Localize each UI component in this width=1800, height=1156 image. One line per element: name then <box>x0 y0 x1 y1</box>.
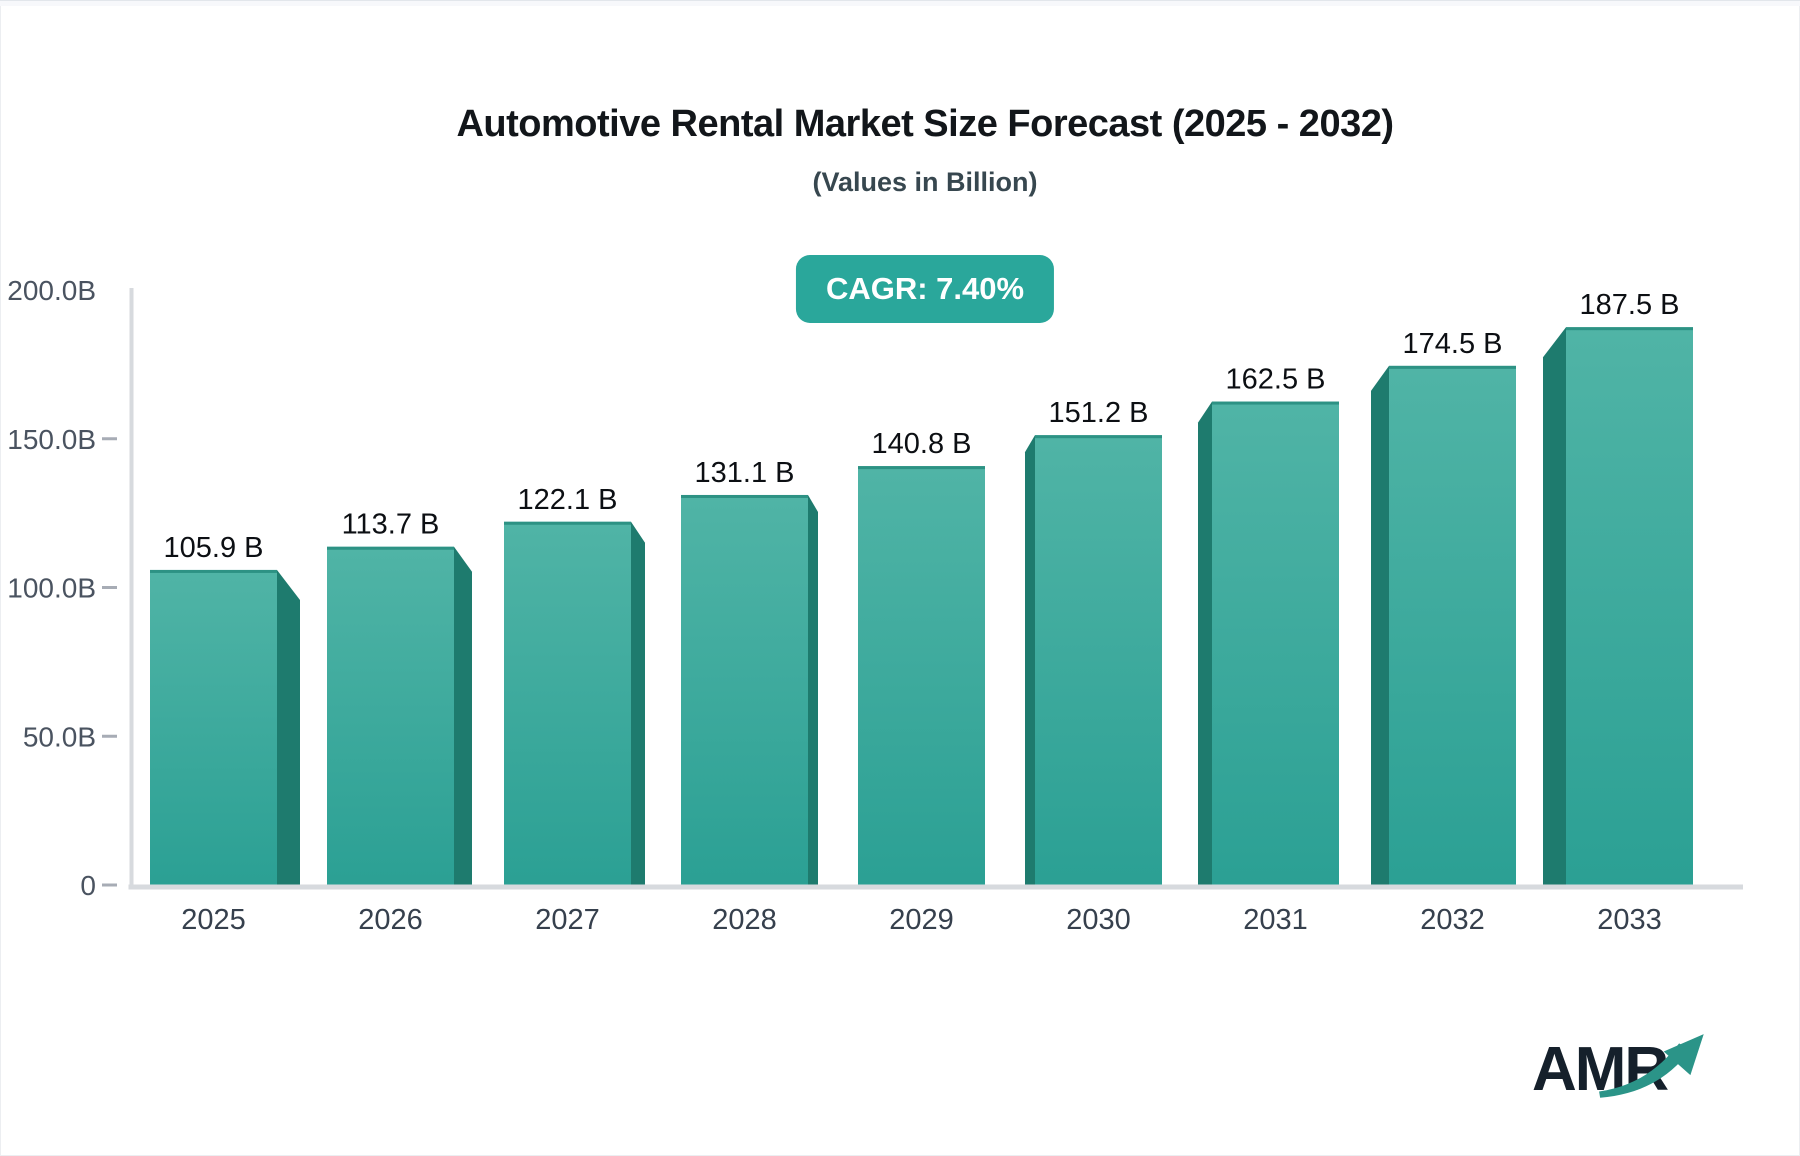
y-tick <box>102 883 117 887</box>
x-tick-label-2032: 2032 <box>1420 904 1485 936</box>
bar-top-edge-2026 <box>327 546 454 550</box>
bar-2027 <box>504 521 631 885</box>
bar-top-edge-2033 <box>1566 327 1693 331</box>
x-tick-label-2033: 2033 <box>1597 904 1662 936</box>
y-axis-line <box>129 288 134 889</box>
bar-2025 <box>150 569 277 885</box>
bar-top-edge-2025 <box>150 569 277 573</box>
x-tick-label-2025: 2025 <box>181 904 246 936</box>
cagr-badge-label: CAGR: 7.40% <box>825 271 1025 306</box>
top-border <box>0 0 1800 6</box>
bar-2033 <box>1566 327 1693 885</box>
amr-logo: AMR <box>1530 1030 1730 1120</box>
bar-2032 <box>1389 365 1516 885</box>
bar-top-edge-2027 <box>504 521 631 525</box>
bar-side-2032 <box>1371 365 1389 885</box>
bar-top-edge-2032 <box>1389 365 1516 369</box>
x-tick-label-2030: 2030 <box>1066 904 1131 936</box>
y-tick <box>102 586 117 589</box>
bar-2026 <box>327 546 454 885</box>
bar-2030 <box>1035 435 1162 885</box>
x-tick-label-2026: 2026 <box>358 904 423 936</box>
bar-value-label-2025: 105.9 B <box>164 532 264 564</box>
x-tick-label-2028: 2028 <box>712 904 777 936</box>
bar-value-label-2033: 187.5 B <box>1580 289 1680 321</box>
bar-side-2031 <box>1198 401 1212 885</box>
bar-value-label-2029: 140.8 B <box>872 428 972 460</box>
bar-top-edge-2029 <box>858 466 985 470</box>
y-tick-label: 0 <box>80 870 96 901</box>
bar-side-2030 <box>1025 435 1035 885</box>
bar-side-2028 <box>808 494 818 885</box>
bar-top-edge-2028 <box>681 494 808 498</box>
x-tick-label-2031: 2031 <box>1243 904 1308 936</box>
bar-top-edge-2031 <box>1212 401 1339 405</box>
bar-side-2025 <box>277 569 300 885</box>
bar-value-label-2030: 151.2 B <box>1049 397 1149 429</box>
chart-title: Automotive Rental Market Size Forecast (… <box>456 103 1394 145</box>
logo-arrow-icon <box>1599 1034 1704 1098</box>
bar-2031 <box>1212 401 1339 885</box>
y-tick-label: 200.0B <box>7 275 96 306</box>
bar-top-edge-2030 <box>1035 435 1162 439</box>
chart-subtitle: (Values in Billion) <box>812 167 1038 197</box>
y-tick-label: 150.0B <box>7 424 96 455</box>
bar-value-label-2031: 162.5 B <box>1226 364 1326 396</box>
x-tick-label-2029: 2029 <box>889 904 954 936</box>
bar-side-2026 <box>454 546 472 885</box>
y-tick <box>102 437 117 441</box>
bar-value-label-2026: 113.7 B <box>342 509 440 541</box>
bar-2029 <box>858 466 985 885</box>
cagr-badge: CAGR: 7.40% <box>795 255 1055 323</box>
bar-value-label-2032: 174.5 B <box>1403 328 1503 360</box>
y-tick-label: 50.0B <box>23 721 96 752</box>
x-axis-line <box>128 884 1743 890</box>
bar-value-label-2028: 131.1 B <box>695 457 795 489</box>
y-tick <box>102 734 117 738</box>
bar-side-2033 <box>1543 327 1566 885</box>
bar-side-2027 <box>631 521 645 885</box>
bar-value-label-2027: 122.1 B <box>518 484 618 516</box>
bar-2028 <box>681 494 808 885</box>
x-tick-label-2027: 2027 <box>535 904 600 936</box>
y-tick-label: 100.0B <box>7 573 96 604</box>
